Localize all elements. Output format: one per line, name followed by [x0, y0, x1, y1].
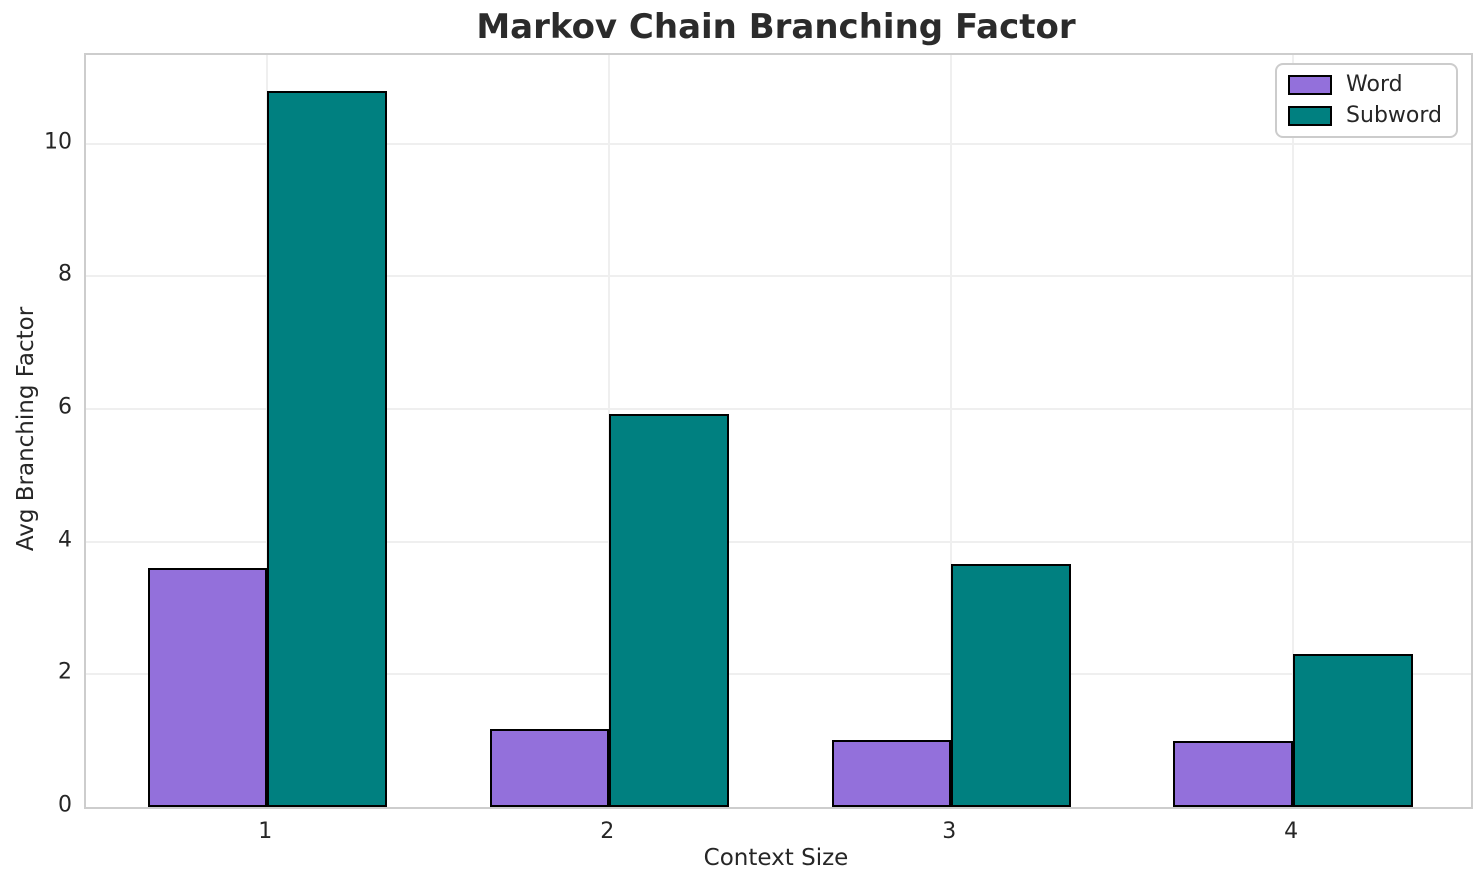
- legend-item-word: Word: [1288, 73, 1442, 97]
- bar-word-4: [1173, 740, 1294, 807]
- y-axis-label: Avg Branching Factor: [13, 306, 39, 552]
- x-tick-label-4: 4: [1284, 819, 1299, 844]
- y-tick-label-8: 8: [58, 261, 72, 287]
- y-tick-label-4: 4: [58, 527, 72, 553]
- y-tick-label-6: 6: [58, 394, 72, 420]
- gridline-y-8: [86, 275, 1471, 278]
- bar-word-1: [147, 568, 268, 807]
- gridline-y-6: [86, 408, 1471, 411]
- bar-subword-3: [951, 563, 1071, 807]
- bar-subword-1: [267, 90, 387, 807]
- chart-title: Markov Chain Branching Factor: [476, 7, 1076, 47]
- y-tick-label-2: 2: [58, 659, 72, 685]
- legend-label-word: Word: [1346, 72, 1403, 97]
- x-tick-label-2: 2: [600, 819, 615, 844]
- gridline-x-3: [950, 55, 953, 807]
- bar-word-3: [831, 740, 952, 807]
- legend-item-subword: Subword: [1288, 104, 1442, 128]
- gridline-x-4: [1292, 55, 1295, 807]
- bar-subword-4: [1293, 653, 1413, 807]
- plot-area: [84, 53, 1473, 809]
- bar-subword-2: [609, 413, 729, 807]
- y-tick-label-0: 0: [58, 792, 72, 818]
- legend-label-subword: Subword: [1346, 103, 1442, 128]
- x-axis-label: Context Size: [703, 845, 849, 871]
- bar-word-2: [489, 728, 610, 807]
- legend: Word Subword: [1275, 63, 1458, 138]
- x-tick-label-1: 1: [258, 819, 273, 844]
- y-tick-label-10: 10: [44, 129, 72, 155]
- gridline-y-10: [86, 142, 1471, 145]
- gridline-y-4: [86, 540, 1471, 543]
- subword-color-swatch: [1288, 106, 1333, 126]
- gridline-y-2: [86, 673, 1471, 676]
- word-color-swatch: [1288, 75, 1333, 95]
- x-tick-label-3: 3: [942, 819, 957, 844]
